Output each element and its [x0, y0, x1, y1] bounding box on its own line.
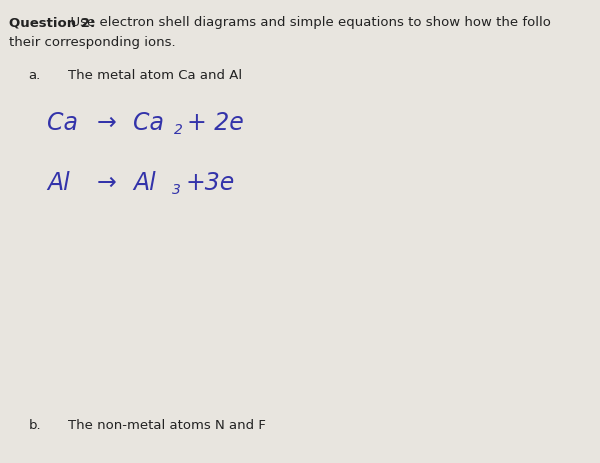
Text: Question 2:: Question 2: [10, 16, 95, 29]
Text: Al: Al [47, 171, 70, 195]
Text: Al: Al [133, 171, 155, 195]
Text: a.: a. [29, 69, 41, 82]
Text: their corresponding ions.: their corresponding ions. [10, 36, 176, 49]
Text: The non-metal atoms N and F: The non-metal atoms N and F [68, 419, 266, 432]
Text: 3: 3 [172, 183, 181, 197]
Text: Ca: Ca [47, 111, 78, 135]
Text: Use electron shell diagrams and simple equations to show how the follo: Use electron shell diagrams and simple e… [62, 16, 550, 29]
Text: The metal atom Ca and Al: The metal atom Ca and Al [68, 69, 242, 82]
Text: 2: 2 [173, 123, 182, 137]
Text: +3e: +3e [185, 171, 234, 195]
Text: Ca: Ca [133, 111, 164, 135]
Text: →: → [97, 111, 116, 135]
Text: b.: b. [29, 419, 41, 432]
Text: →: → [97, 171, 116, 195]
Text: + 2e: + 2e [187, 111, 244, 135]
